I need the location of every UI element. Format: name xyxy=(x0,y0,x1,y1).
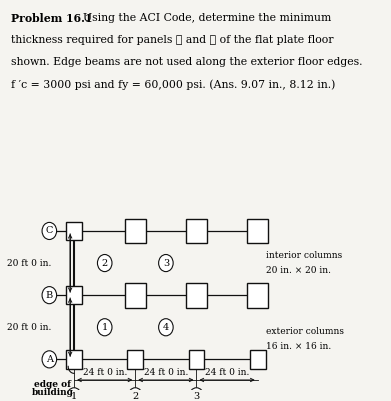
Circle shape xyxy=(42,351,57,368)
Circle shape xyxy=(128,388,143,401)
Text: building: building xyxy=(32,388,74,397)
Text: 24 ft 0 in.: 24 ft 0 in. xyxy=(144,368,188,377)
Bar xyxy=(66,286,82,304)
Text: 2: 2 xyxy=(132,392,138,401)
Text: 3: 3 xyxy=(163,259,169,267)
Text: shown. Edge beams are not used along the exterior floor edges.: shown. Edge beams are not used along the… xyxy=(11,57,363,67)
Circle shape xyxy=(42,287,57,304)
Text: C: C xyxy=(46,227,53,235)
Text: interior columns: interior columns xyxy=(266,251,342,260)
Text: 20 ft 0 in.: 20 ft 0 in. xyxy=(7,259,52,267)
Bar xyxy=(247,283,268,308)
Text: 2: 2 xyxy=(102,259,108,267)
Text: 3: 3 xyxy=(194,392,199,401)
Bar xyxy=(125,283,146,308)
Text: 16 in. × 16 in.: 16 in. × 16 in. xyxy=(266,342,331,351)
Text: thickness required for panels ① and ③ of the flat plate floor: thickness required for panels ① and ③ of… xyxy=(11,35,334,45)
Text: B: B xyxy=(46,291,53,300)
Bar xyxy=(247,219,268,243)
Text: Using the ACI Code, determine the minimum: Using the ACI Code, determine the minimu… xyxy=(76,13,331,23)
Bar xyxy=(125,219,146,243)
Bar xyxy=(250,350,265,369)
Bar xyxy=(66,222,82,240)
Bar xyxy=(127,350,143,369)
Bar xyxy=(186,283,207,308)
Circle shape xyxy=(97,255,112,271)
Text: 24 ft 0 in.: 24 ft 0 in. xyxy=(205,368,249,377)
Circle shape xyxy=(159,319,173,336)
Text: A: A xyxy=(46,355,53,364)
Circle shape xyxy=(159,255,173,271)
Text: f ′c = 3000 psi and fy = 60,000 psi. (Ans. 9.07 in., 8.12 in.): f ′c = 3000 psi and fy = 60,000 psi. (An… xyxy=(11,79,336,90)
Text: 24 ft 0 in.: 24 ft 0 in. xyxy=(83,368,127,377)
Circle shape xyxy=(97,319,112,336)
Bar xyxy=(66,350,82,369)
Text: exterior columns: exterior columns xyxy=(266,327,344,336)
Text: Problem 16.1: Problem 16.1 xyxy=(11,13,93,24)
Bar xyxy=(186,219,207,243)
Circle shape xyxy=(189,388,204,401)
Text: 1: 1 xyxy=(102,323,108,332)
Text: 1: 1 xyxy=(71,392,77,401)
Text: 4: 4 xyxy=(163,323,169,332)
Text: edge of: edge of xyxy=(34,380,71,389)
Text: 20 ft 0 in.: 20 ft 0 in. xyxy=(7,323,52,332)
Bar xyxy=(188,350,204,369)
Circle shape xyxy=(67,388,81,401)
Text: 20 in. × 20 in.: 20 in. × 20 in. xyxy=(266,266,331,275)
Circle shape xyxy=(42,223,57,239)
